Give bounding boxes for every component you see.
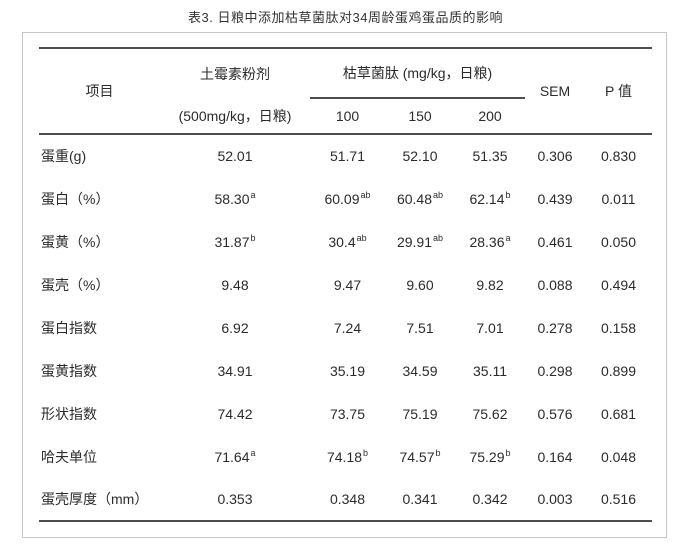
header-control-dose: (500mg/kg，日粮) (160, 98, 310, 135)
cell-control: 58.30a (214, 189, 256, 207)
cell-p-value: 0.050 (600, 233, 637, 250)
table-panel: 项目 土霉素粉剂 枯草菌肽 (mg/kg，日粮) SEM P 值 (500mg/… (22, 32, 667, 538)
row-label: 哈夫单位 (41, 448, 97, 465)
cell-dose-100: 51.71 (329, 148, 366, 164)
row-label: 蛋黄（%） (41, 233, 110, 250)
cell-sem: 0.003 (525, 478, 585, 522)
cell-dose-200: 75.62 (472, 405, 508, 422)
cell-sem: 0.278 (537, 319, 573, 336)
cell-dose-150: 75.19 (402, 405, 438, 422)
cell-sem: 0.461 (537, 233, 573, 250)
cell-dose-200: 62.14b (469, 189, 511, 207)
cell-p-value: 0.830 (600, 148, 637, 164)
header-dose-150: 150 (385, 98, 455, 135)
cell-control: 34.91 (217, 362, 253, 379)
table-row: 哈夫单位 71.64a 74.18b 74.57b 75.29b 0.164 0.048 (39, 435, 652, 478)
cell-p-value: 0.158 (600, 319, 637, 336)
header-item: 项目 (39, 47, 160, 135)
table-row: 蛋壳（%） 9.48 9.47 9.60 9.82 0.088 0.494 (39, 263, 652, 306)
cell-dose-150: 29.91ab (396, 232, 444, 250)
cell-dose-150: 60.48ab (396, 189, 444, 207)
cell-p-value: 0.516 (585, 478, 652, 522)
header-p-value: P 值 (585, 47, 652, 135)
significance-superscript: ab (433, 189, 444, 200)
significance-superscript: b (505, 189, 511, 200)
table-body: 蛋重(g) 52.01 51.71 52.10 51.35 0.306 0.830 蛋白（%）… (39, 134, 652, 522)
cell-dose-150: 52.10 (402, 148, 438, 164)
table-row: 形状指数 74.42 73.75 75.19 75.62 0.576 0.681 (39, 392, 652, 435)
significance-superscript: b (250, 232, 256, 243)
significance-superscript: b (505, 447, 511, 458)
cell-dose-200: 7.01 (476, 319, 504, 336)
significance-superscript: ab (356, 232, 367, 243)
cell-control: 31.87b (214, 232, 256, 250)
table-row: 蛋白（%） 58.30a 60.09ab 60.48ab 62.14b 0.439 0.01… (39, 177, 652, 220)
cell-dose-150: 0.341 (385, 478, 455, 522)
row-label: 蛋白（%） (41, 190, 110, 207)
table-row: 蛋黄指数 34.91 35.19 34.59 35.11 0.298 0.899 (39, 349, 652, 392)
table-row: 蛋黄（%） 31.87b 30.4ab 29.91ab 28.36a 0.461 0.050 (39, 220, 652, 263)
row-label: 蛋白指数 (41, 319, 97, 336)
row-label: 蛋壳（%） (41, 276, 110, 293)
cell-dose-100: 9.47 (333, 276, 362, 293)
table-row: 蛋重(g) 52.01 51.71 52.10 51.35 0.306 0.830 (39, 134, 652, 177)
header-sem: SEM (525, 47, 585, 135)
cell-dose-100: 7.24 (333, 319, 362, 336)
header-treatment-group: 枯草菌肽 (mg/kg，日粮) (310, 47, 525, 99)
cell-dose-100: 35.19 (329, 362, 366, 379)
cell-dose-200: 35.11 (473, 362, 507, 379)
header-control-name: 土霉素粉剂 (160, 47, 310, 98)
cell-dose-200: 0.342 (455, 478, 525, 522)
cell-p-value: 0.681 (600, 405, 637, 422)
cell-p-value: 0.899 (600, 362, 637, 379)
cell-dose-200: 75.29b (469, 447, 511, 465)
cell-control: 52.01 (217, 148, 253, 164)
cell-p-value: 0.048 (600, 448, 637, 465)
significance-superscript: b (363, 447, 369, 458)
cell-dose-100: 73.75 (329, 405, 366, 422)
table-container: 项目 土霉素粉剂 枯草菌肽 (mg/kg，日粮) SEM P 值 (500mg/… (39, 47, 652, 522)
table-caption: 表3. 日粮中添加枯草菌肽对34周龄蛋鸡蛋品质的影响 (188, 10, 503, 25)
row-label: 蛋黄指数 (41, 362, 97, 379)
cell-sem: 0.164 (537, 448, 573, 465)
egg-quality-table: 项目 土霉素粉剂 枯草菌肽 (mg/kg，日粮) SEM P 值 (500mg/… (39, 47, 652, 522)
row-label: 形状指数 (41, 405, 97, 422)
table-row: 蛋壳厚度（mm） 0.353 0.348 0.341 0.342 0.003 0.516 (39, 478, 652, 522)
cell-dose-150: 7.51 (406, 319, 434, 336)
cell-control: 0.353 (160, 478, 310, 522)
cell-control: 74.42 (217, 405, 253, 422)
table-row: 蛋白指数 6.92 7.24 7.51 7.01 0.278 0.158 (39, 306, 652, 349)
significance-superscript: b (435, 447, 441, 458)
cell-dose-200: 28.36a (469, 232, 511, 250)
significance-superscript: a (250, 447, 256, 458)
cell-sem: 0.298 (537, 362, 573, 379)
header-dose-100: 100 (310, 98, 385, 135)
cell-dose-200: 51.35 (472, 148, 508, 164)
cell-sem: 0.576 (537, 405, 573, 422)
cell-dose-100: 60.09ab (324, 189, 371, 207)
significance-superscript: a (505, 232, 511, 243)
cell-dose-150: 9.60 (406, 276, 434, 293)
cell-dose-200: 9.82 (476, 276, 504, 293)
significance-superscript: ab (360, 189, 371, 200)
row-label: 蛋重(g) (41, 148, 87, 164)
cell-dose-150: 74.57b (399, 447, 441, 465)
header-dose-200: 200 (455, 98, 525, 135)
cell-control: 71.64a (214, 447, 256, 465)
cell-sem: 0.088 (537, 276, 573, 293)
cell-control: 9.48 (221, 276, 249, 293)
table-header: 项目 土霉素粉剂 枯草菌肽 (mg/kg，日粮) SEM P 值 (500mg/… (39, 47, 652, 135)
cell-dose-150: 34.59 (402, 362, 438, 379)
significance-superscript: ab (433, 232, 444, 243)
cell-dose-100: 74.18b (326, 447, 369, 465)
cell-dose-100: 30.4ab (328, 232, 367, 250)
significance-superscript: a (250, 189, 256, 200)
cell-control: 6.92 (221, 319, 249, 336)
row-label: 蛋壳厚度（mm） (39, 478, 160, 522)
cell-dose-100: 0.348 (310, 478, 385, 522)
cell-sem: 0.439 (537, 190, 573, 207)
cell-sem: 0.306 (537, 148, 573, 164)
cell-p-value: 0.494 (600, 276, 637, 293)
cell-p-value: 0.011 (601, 190, 636, 207)
